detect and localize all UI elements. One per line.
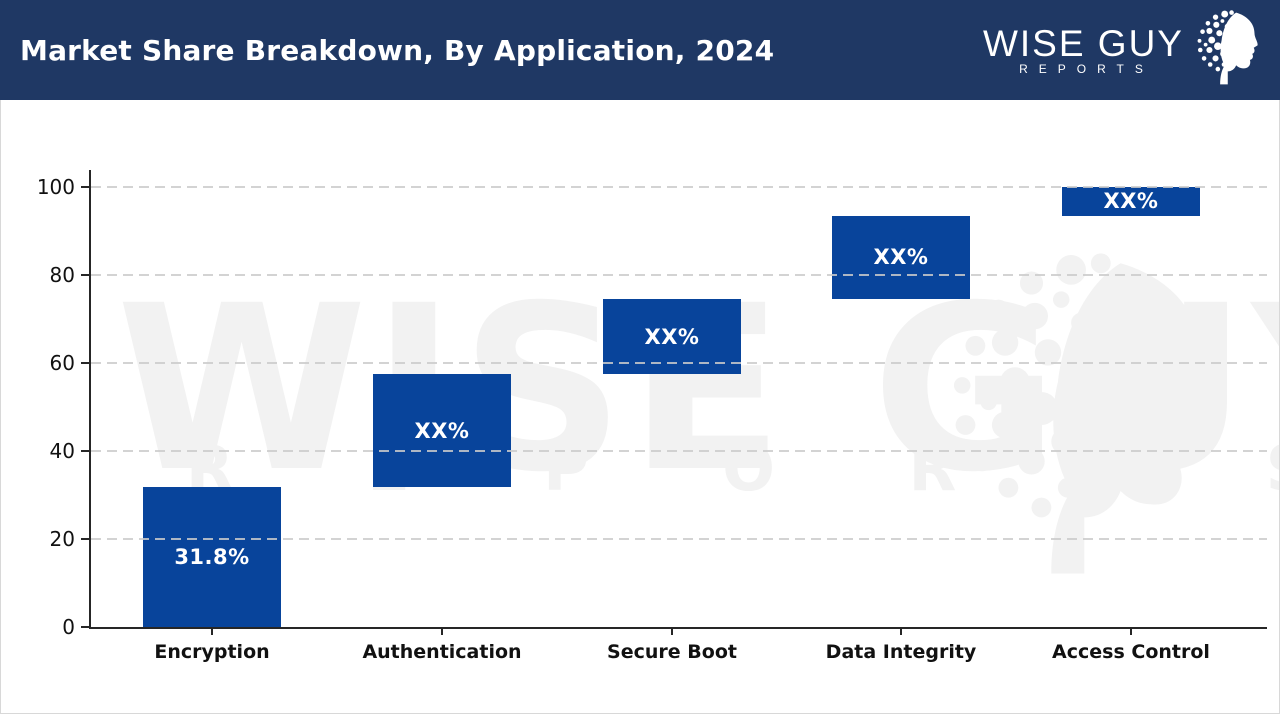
x-tick-access-control <box>1130 627 1132 635</box>
y-tick-100 <box>81 186 89 188</box>
bar-data-integrity: XX% <box>832 215 970 300</box>
bar-value-label: XX% <box>644 324 700 349</box>
logo-wordmark: WISE GUY <box>982 22 1184 64</box>
y-tick-0 <box>81 626 89 628</box>
bar-encryption: 31.8% <box>143 487 281 627</box>
x-label-encryption: Encryption <box>154 641 270 663</box>
gridline-20 <box>91 538 1267 540</box>
gridline-40 <box>91 450 1267 452</box>
x-tick-data-integrity <box>900 627 902 635</box>
x-label-secure-boot: Secure Boot <box>607 641 737 663</box>
y-axis-line <box>89 170 91 629</box>
chart-card: WISE GUY R E P O R T S 31.8%XX%XX%XX%XX%… <box>0 100 1280 714</box>
y-tick-label: 0 <box>62 615 75 639</box>
gridline-100 <box>91 186 1267 188</box>
x-label-authentication: Authentication <box>362 641 522 663</box>
header-bar: Market Share Breakdown, By Application, … <box>0 0 1280 100</box>
bar-value-label: XX% <box>414 418 470 443</box>
x-axis-line <box>89 627 1267 629</box>
wise-guy-face-icon <box>1188 8 1266 92</box>
x-label-data-integrity: Data Integrity <box>825 641 977 663</box>
bar-secure-boot: XX% <box>603 299 741 374</box>
logo-subtitle: REPORTS <box>1019 62 1154 77</box>
x-tick-encryption <box>211 627 213 635</box>
y-tick-label: 100 <box>36 175 75 199</box>
bar-value-label: XX% <box>1103 189 1159 214</box>
x-label-access-control: Access Control <box>1052 641 1210 663</box>
y-tick-label: 40 <box>49 439 75 463</box>
page-title: Market Share Breakdown, By Application, … <box>20 33 775 67</box>
y-tick-label: 80 <box>49 263 75 287</box>
gridline-60 <box>91 362 1267 364</box>
gridline-80 <box>91 274 1267 276</box>
y-tick-20 <box>81 538 89 540</box>
y-tick-40 <box>81 450 89 452</box>
y-tick-60 <box>81 362 89 364</box>
logo-text: WISE GUY REPORTS <box>982 22 1184 77</box>
watermark-face-icon <box>916 205 1246 645</box>
bar-authentication: XX% <box>373 374 511 488</box>
y-tick-label: 20 <box>49 527 75 551</box>
y-tick-80 <box>81 274 89 276</box>
x-tick-secure-boot <box>671 627 673 635</box>
bar-access-control: XX% <box>1062 187 1200 216</box>
x-tick-authentication <box>441 627 443 635</box>
bar-value-label: 31.8% <box>174 545 250 570</box>
wise-guy-logo: WISE GUY REPORTS <box>983 8 1266 92</box>
bar-value-label: XX% <box>873 245 929 270</box>
y-tick-label: 60 <box>49 351 75 375</box>
